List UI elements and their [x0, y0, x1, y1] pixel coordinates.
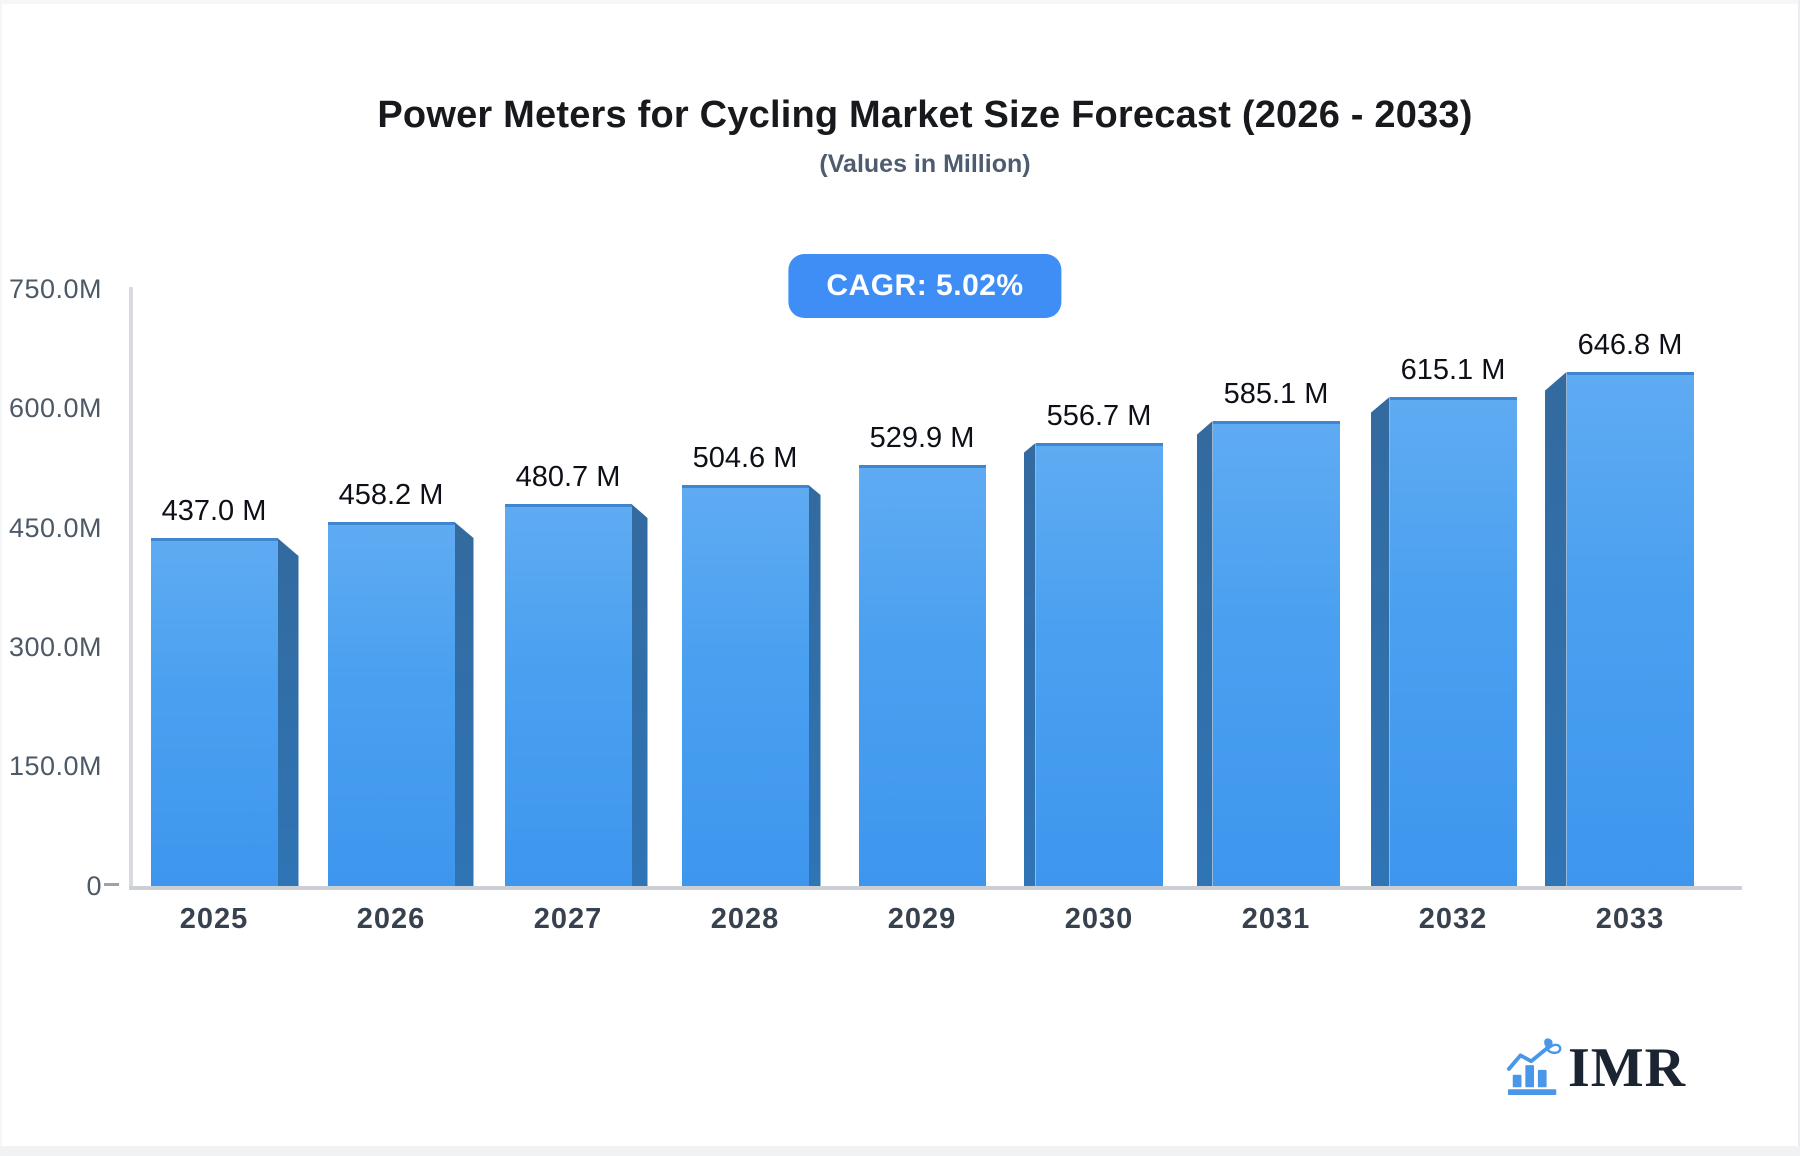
- brand-name: IMR: [1568, 1037, 1687, 1099]
- bar-value-label: 458.2 M: [338, 479, 444, 511]
- cagr-badge: CAGR: 5.02%: [788, 254, 1062, 318]
- bar-2031[interactable]: [1212, 421, 1340, 886]
- bar-value-label: 504.6 M: [692, 442, 798, 474]
- bar-2032[interactable]: [1389, 397, 1517, 886]
- bar-value-label: 529.9 M: [869, 422, 975, 454]
- bar-2028[interactable]: [681, 485, 809, 886]
- x-axis-label-2025: 2025: [179, 903, 249, 935]
- bar-value-label: 480.7 M: [515, 461, 621, 493]
- x-axis-label-2032: 2032: [1418, 903, 1488, 935]
- bar-2033[interactable]: [1566, 372, 1694, 886]
- canvas-edge-top: [0, 0, 1800, 4]
- x-axis-label-2027: 2027: [533, 903, 603, 935]
- bar-2027[interactable]: [504, 504, 632, 886]
- x-axis-label-2031: 2031: [1241, 903, 1311, 935]
- bar-value-label: 437.0 M: [161, 495, 267, 527]
- bar-side-2025: [277, 538, 299, 886]
- bar-2029[interactable]: [858, 465, 986, 886]
- bar-side-2027: [631, 504, 648, 886]
- y-axis-tick-label: 600.0M: [8, 393, 102, 424]
- cagr-badge-label: CAGR: 5.02%: [826, 269, 1024, 302]
- bar-value-label: 556.7 M: [1046, 400, 1152, 432]
- bar-2030[interactable]: [1035, 443, 1163, 886]
- chart-subtitle: (Values in Million): [819, 150, 1031, 178]
- bar-side-2032: [1370, 397, 1390, 886]
- y-axis-tick-label: 150.0M: [8, 751, 102, 782]
- bar-side-2033: [1544, 372, 1567, 886]
- bar-value-label: 615.1 M: [1400, 354, 1506, 386]
- bar-2026[interactable]: [327, 522, 455, 886]
- bar-side-2031: [1196, 421, 1213, 886]
- canvas-edge-left: [0, 0, 2, 1156]
- x-axis-label-2028: 2028: [710, 903, 780, 935]
- y-axis-tick-label: 300.0M: [8, 631, 102, 662]
- x-axis-line: [129, 886, 1742, 890]
- bar-2025[interactable]: [150, 538, 278, 886]
- y-axis-line: [129, 287, 133, 890]
- bar-side-2026: [454, 522, 474, 886]
- x-axis-label-2030: 2030: [1064, 903, 1134, 935]
- x-axis-label-2029: 2029: [887, 903, 957, 935]
- canvas-edge-right: [1798, 0, 1800, 1156]
- y-axis-tick-label: 0: [86, 870, 102, 901]
- zero-tick-mark: [104, 883, 119, 886]
- y-axis-tick-label: 750.0M: [8, 274, 102, 304]
- chart-title: Power Meters for Cycling Market Size For…: [377, 94, 1473, 136]
- bar-side-2030: [1023, 443, 1036, 886]
- bar-chart-leaf-icon: [1506, 1038, 1562, 1096]
- x-axis-label-2026: 2026: [356, 903, 426, 935]
- bar-value-label: 585.1 M: [1223, 378, 1329, 410]
- y-axis-tick-label: 450.0M: [8, 512, 102, 543]
- bar-side-2028: [808, 485, 821, 886]
- bar-value-label: 646.8 M: [1577, 329, 1683, 361]
- canvas-edge-bottom: [0, 1146, 1800, 1156]
- brand-logo[interactable]: IMR: [1506, 1038, 1686, 1096]
- x-axis-label-2033: 2033: [1595, 903, 1665, 935]
